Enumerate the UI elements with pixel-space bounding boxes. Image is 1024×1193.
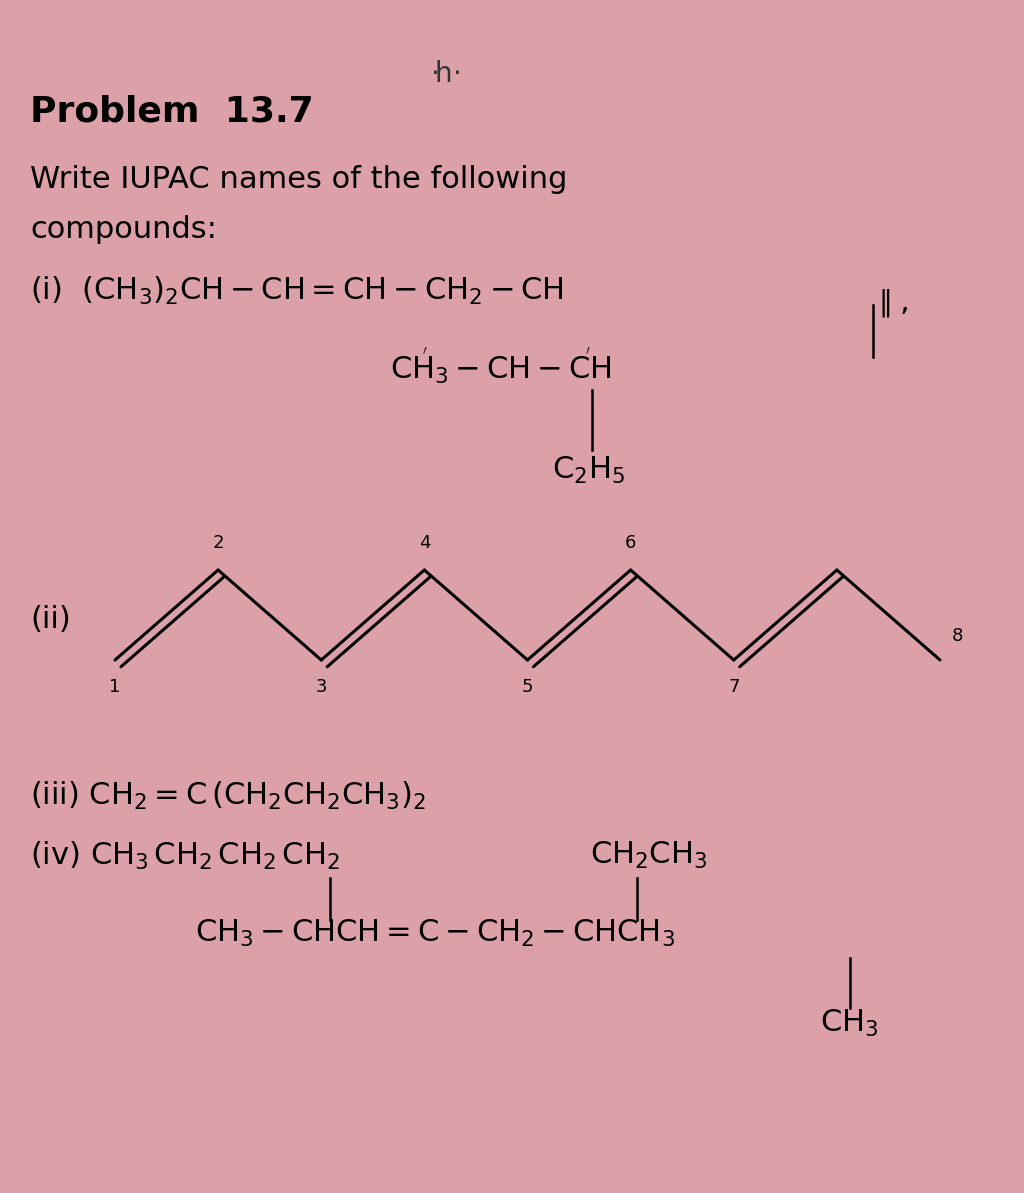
Text: $\mathrm{C_2H_5}$: $\mathrm{C_2H_5}$	[552, 455, 625, 486]
Text: 7: 7	[728, 678, 739, 696]
Text: $\Vert$: $\Vert$	[878, 288, 890, 319]
Text: 5: 5	[522, 678, 534, 696]
Text: 6: 6	[625, 534, 636, 552]
Text: 8: 8	[952, 628, 964, 645]
Text: compounds:: compounds:	[30, 215, 217, 245]
Text: 3: 3	[315, 678, 327, 696]
Text: ,: ,	[900, 288, 909, 316]
Text: 4: 4	[419, 534, 430, 552]
Text: $\cdot\!\mathregular{h}\!\cdot$: $\cdot\!\mathregular{h}\!\cdot$	[430, 60, 461, 88]
Text: (iii) $\mathrm{CH_2 = C\,(CH_2CH_2CH_3)_2}$: (iii) $\mathrm{CH_2 = C\,(CH_2CH_2CH_3)_…	[30, 780, 426, 812]
Text: 2: 2	[212, 534, 224, 552]
Text: 1: 1	[110, 678, 121, 696]
Text: Problem  13.7: Problem 13.7	[30, 95, 313, 129]
Text: (iv) $\mathrm{CH_3\,CH_2\,CH_2\,CH_2}$: (iv) $\mathrm{CH_3\,CH_2\,CH_2\,CH_2}$	[30, 840, 340, 872]
Text: $\mathrm{CH_3}$: $\mathrm{CH_3}$	[820, 1008, 879, 1039]
Text: Write IUPAC names of the following: Write IUPAC names of the following	[30, 165, 567, 194]
Text: $\mathrm{CH_2CH_3}$: $\mathrm{CH_2CH_3}$	[590, 840, 708, 871]
Text: $'$: $'$	[422, 345, 428, 364]
Text: $\mathrm{CH_3 - CH - CH}$: $\mathrm{CH_3 - CH - CH}$	[390, 356, 611, 387]
Text: $\mathrm{CH_3 - CHCH = C - CH_2 - CHCH_3}$: $\mathrm{CH_3 - CHCH = C - CH_2 - CHCH_3…	[195, 917, 675, 950]
Text: $'$: $'$	[585, 345, 591, 364]
Text: (ii): (ii)	[30, 606, 71, 635]
Text: (i)  $\mathrm{(CH_3)_2CH - CH = CH - CH_2 - CH}$: (i) $\mathrm{(CH_3)_2CH - CH = CH - CH_2…	[30, 276, 564, 307]
